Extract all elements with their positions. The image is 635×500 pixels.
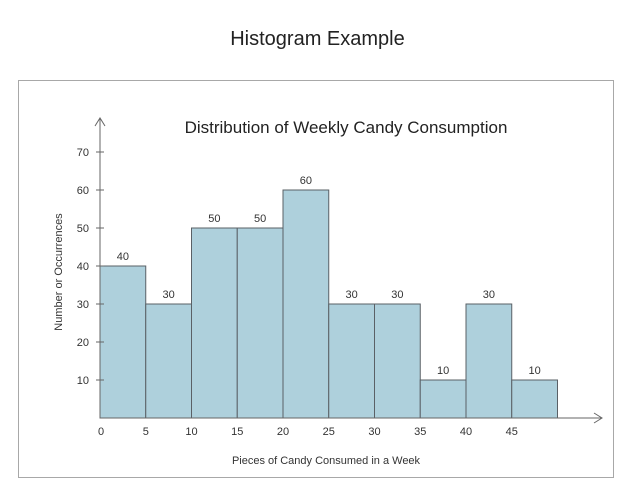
histogram-bar: [511, 379, 558, 419]
x-tick-label: 15: [231, 426, 243, 438]
x-axis-label: Pieces of Candy Consumed in a Week: [232, 455, 421, 467]
bar-data-label: 30: [163, 289, 175, 301]
bar-data-label: 30: [346, 289, 358, 301]
y-tick-label: 40: [77, 261, 89, 273]
y-tick-label: 70: [77, 147, 89, 159]
bar-data-label: 50: [208, 213, 220, 225]
histogram-bar: [236, 227, 284, 419]
bar-data-label: 30: [483, 289, 495, 301]
x-tick-label: 25: [323, 426, 335, 438]
x-tick-label: 45: [506, 426, 518, 438]
bar-data-label: 30: [391, 289, 403, 301]
x-tick-label: 5: [143, 426, 149, 438]
x-tick-label: 0: [98, 426, 104, 438]
y-tick-label: 60: [77, 185, 89, 197]
y-tick-label: 20: [77, 337, 89, 349]
histogram-bar: [282, 189, 330, 419]
x-tick-label: 40: [460, 426, 472, 438]
x-axis-arrow: [593, 412, 603, 424]
x-tick-label: 35: [414, 426, 426, 438]
histogram-bar: [328, 303, 375, 419]
chart-frame: [18, 80, 614, 478]
histogram-bar: [419, 379, 467, 419]
axes-layer: [94, 117, 603, 424]
x-tick-label: 10: [185, 426, 197, 438]
bar-data-label: 40: [117, 251, 129, 263]
labels-layer: 40 30 50 50 60 30 30 10 30 10 10 20 30 40 50 60 70 0 5 10 15…: [77, 147, 541, 438]
y-tick-label: 50: [77, 223, 89, 235]
y-axis-label: Number or Occurrences: [53, 213, 65, 331]
bar-data-label: 10: [529, 365, 541, 377]
histogram-bar: [465, 303, 513, 419]
histogram-bar: [374, 303, 421, 419]
y-tick-label: 10: [77, 375, 89, 387]
bar-data-label: 60: [300, 175, 312, 187]
chart-title: Distribution of Weekly Candy Consumption: [185, 118, 508, 137]
y-axis-arrow: [94, 117, 106, 127]
bar-data-label: 10: [437, 365, 449, 377]
bar-data-label: 50: [254, 213, 266, 225]
histogram-bar: [191, 227, 238, 419]
x-tick-label: 30: [368, 426, 380, 438]
page-title: Histogram Example: [230, 28, 405, 50]
y-tick-label: 30: [77, 299, 89, 311]
histogram-bar: [145, 303, 192, 419]
histogram-bar: [99, 265, 147, 419]
bars-layer: [99, 189, 558, 419]
x-tick-label: 20: [277, 426, 289, 438]
